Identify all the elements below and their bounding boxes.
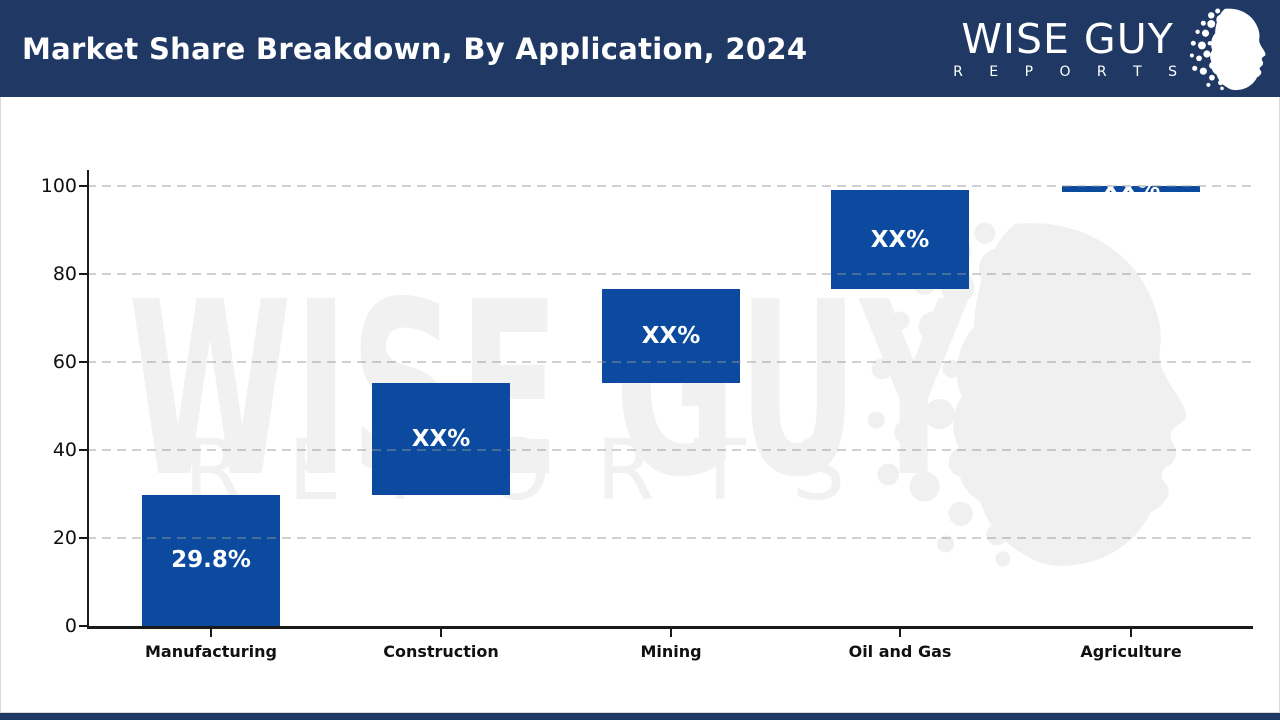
x-tick-label-oil-and-gas: Oil and Gas: [848, 642, 952, 661]
gridline-40: [87, 449, 1253, 451]
bar-construction: XX%: [372, 383, 510, 495]
x-tick-label-manufacturing: Manufacturing: [145, 642, 277, 661]
x-tick-mark: [210, 629, 212, 637]
x-tick-label-construction: Construction: [383, 642, 499, 661]
x-tick-mark: [1130, 629, 1132, 637]
logo-subtitle: R E P O R T S: [953, 63, 1188, 80]
bar-value-label: 29.8%: [171, 547, 251, 574]
chart-title: Market Share Breakdown, By Application, …: [22, 31, 808, 66]
gridline-60: [87, 361, 1253, 363]
gridline-100: [87, 185, 1253, 187]
header-bar: Market Share Breakdown, By Application, …: [0, 0, 1280, 97]
x-tick-label-mining: Mining: [640, 642, 702, 661]
y-tick-mark: [79, 273, 87, 275]
watermark-subtitle: REPORTS: [184, 421, 892, 519]
bar-oil-and-gas: XX%: [831, 190, 969, 289]
watermark-wordmark: WISE GUY: [128, 250, 969, 530]
y-tick-label: 20: [52, 527, 77, 549]
bar-value-label: XX%: [870, 226, 930, 253]
logo-text: WISE GUY R E P O R T S: [947, 15, 1188, 80]
y-tick-mark: [79, 185, 87, 187]
x-tick-label-agriculture: Agriculture: [1080, 642, 1182, 661]
bar-mining: XX%: [602, 288, 740, 384]
y-tick-mark: [79, 625, 87, 627]
y-tick-label: 0: [64, 615, 77, 637]
gridline-80: [87, 273, 1253, 275]
bar-value-label: XX%: [641, 323, 701, 350]
y-tick-mark: [79, 537, 87, 539]
logo-wordmark: WISE GUY: [961, 15, 1174, 64]
y-axis-spine: [87, 170, 89, 629]
y-tick-mark: [79, 449, 87, 451]
y-tick-mark: [79, 361, 87, 363]
y-tick-label: 40: [52, 439, 77, 461]
bar-manufacturing: 29.8%: [142, 494, 280, 626]
bar-value-label: XX%: [1102, 186, 1161, 192]
gridline-20: [87, 537, 1253, 539]
x-axis-spine: [87, 626, 1253, 629]
y-tick-label: 100: [40, 175, 77, 197]
footer-bar: [0, 713, 1280, 720]
wiseguy-reports-logo: WISE GUY R E P O R T S: [947, 5, 1270, 93]
y-tick-label: 80: [52, 263, 77, 285]
y-tick-label: 60: [52, 351, 77, 373]
bar-value-label: XX%: [411, 425, 471, 452]
x-tick-mark: [899, 629, 901, 637]
bar-agriculture: XX%: [1062, 186, 1200, 192]
x-tick-mark: [440, 629, 442, 637]
x-tick-mark: [670, 629, 672, 637]
